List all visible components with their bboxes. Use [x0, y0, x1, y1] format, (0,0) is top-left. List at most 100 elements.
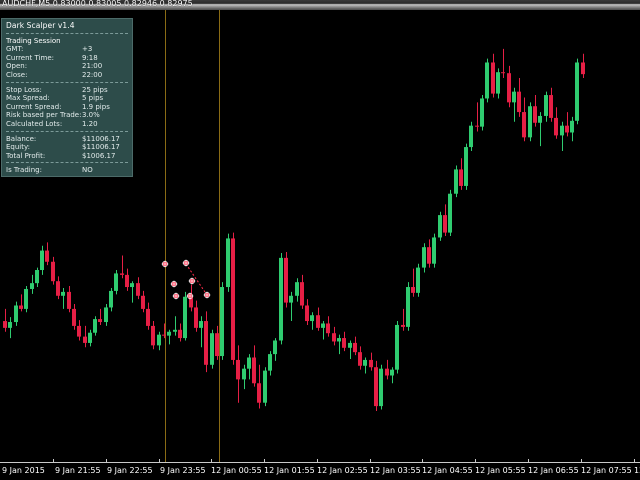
candle [263, 367, 267, 407]
candle-body [146, 308, 150, 326]
candle [448, 189, 452, 236]
candle-body [443, 215, 447, 233]
candle [67, 286, 71, 313]
candle [130, 281, 134, 303]
session-gmt-label: GMT: [6, 45, 24, 54]
candle [104, 304, 108, 326]
session-row-current-time: Current Time: 9:18 [6, 54, 128, 63]
candle-body [581, 62, 585, 75]
trade-marker-trade-close[interactable] [188, 277, 196, 285]
candle [167, 329, 171, 345]
candle [337, 334, 341, 355]
candle [560, 121, 564, 151]
candle-body [263, 370, 267, 403]
candle [459, 158, 463, 190]
candle-body [416, 267, 420, 293]
candle-body [406, 287, 410, 327]
candle-body [93, 319, 97, 333]
trade-marker-trade-close[interactable] [172, 292, 180, 300]
candle [406, 282, 410, 331]
candle-body [178, 329, 182, 339]
candle [369, 352, 373, 371]
candle [469, 121, 473, 151]
axis-tick [159, 459, 160, 463]
candle [295, 278, 299, 302]
candle-body [411, 287, 415, 293]
candle-body [104, 307, 108, 323]
candle-body [459, 169, 463, 186]
trade-marker-trade-close[interactable] [186, 292, 194, 300]
candle-body [157, 334, 161, 346]
candle-body [167, 331, 171, 336]
candle-body [448, 193, 452, 233]
candle [14, 301, 18, 326]
candle-body [3, 321, 7, 328]
candle-body [194, 307, 198, 328]
candle-body [570, 120, 574, 133]
candle-body [385, 368, 389, 376]
candle [512, 87, 516, 122]
candle [72, 304, 76, 330]
candle-body [432, 237, 436, 264]
axis-time-label: 12 Jan 05:55 [475, 466, 526, 475]
account-row-equity: Equity: $11006.17 [6, 143, 128, 152]
trade-marker-trade-close[interactable] [203, 291, 211, 299]
candle [501, 48, 505, 79]
candle-body [310, 315, 314, 322]
candle [332, 326, 336, 346]
candle-body [231, 238, 235, 360]
axis-time-label: 12 Jan 04:55 [422, 466, 473, 475]
trade-marker-trade-open[interactable] [161, 260, 169, 268]
axis-time-label: 9 Jan 2015 [2, 466, 45, 475]
trade-marker-trade-open[interactable] [182, 259, 190, 267]
candle [252, 345, 256, 387]
candle-body [257, 383, 261, 403]
candle-body [98, 319, 102, 323]
candle [204, 311, 208, 373]
axis-time-label: 12 Jan 03:55 [370, 466, 421, 475]
candle [549, 87, 553, 122]
candle-body [215, 333, 219, 357]
candle [114, 270, 118, 295]
is-trading-label: Is Trading: [6, 166, 42, 175]
candle-body [358, 352, 362, 366]
candle-body [560, 125, 564, 136]
candle-body [83, 336, 87, 343]
candle [45, 242, 49, 266]
candle [358, 346, 362, 370]
candle-body [30, 283, 34, 289]
trade-marker-trade-close[interactable] [170, 280, 178, 288]
chart-canvas [3, 10, 585, 462]
settings-row-max-spread: Max Spread: 5 pips [6, 94, 128, 103]
candle [416, 263, 420, 297]
axis-time-label: 12 Jan 01:55 [264, 466, 315, 475]
trading-session-header: Trading Session [6, 36, 61, 45]
candle-body [284, 257, 288, 303]
axis-time-label: 9 Jan 21:55 [55, 466, 101, 475]
candle-body [395, 324, 399, 370]
candle [485, 58, 489, 103]
candle [83, 325, 87, 348]
candle [422, 243, 426, 273]
candle [544, 91, 548, 122]
candle-body [454, 169, 458, 194]
candle [575, 58, 579, 125]
candle [443, 204, 447, 236]
candle [411, 268, 415, 297]
candle-body [337, 338, 341, 342]
candle [61, 288, 65, 309]
candle-body [575, 62, 579, 121]
axis-tick [581, 459, 582, 463]
candle-body [19, 305, 23, 309]
candle [273, 338, 277, 361]
session-open-label: Open: [6, 62, 28, 71]
candle-body [475, 125, 479, 127]
candle [220, 282, 224, 360]
account-group: Balance: $11006.17 Equity: $11006.17 Tot… [6, 135, 128, 161]
time-axis[interactable]: 9 Jan 2015 9 Jan 21:55 9 Jan 22:55 9 Jan 23… [0, 459, 640, 480]
candle-body [242, 368, 246, 380]
calculated-lots-label: Calculated Lots: [6, 119, 63, 128]
candle [125, 268, 129, 291]
candle-body [183, 296, 187, 339]
